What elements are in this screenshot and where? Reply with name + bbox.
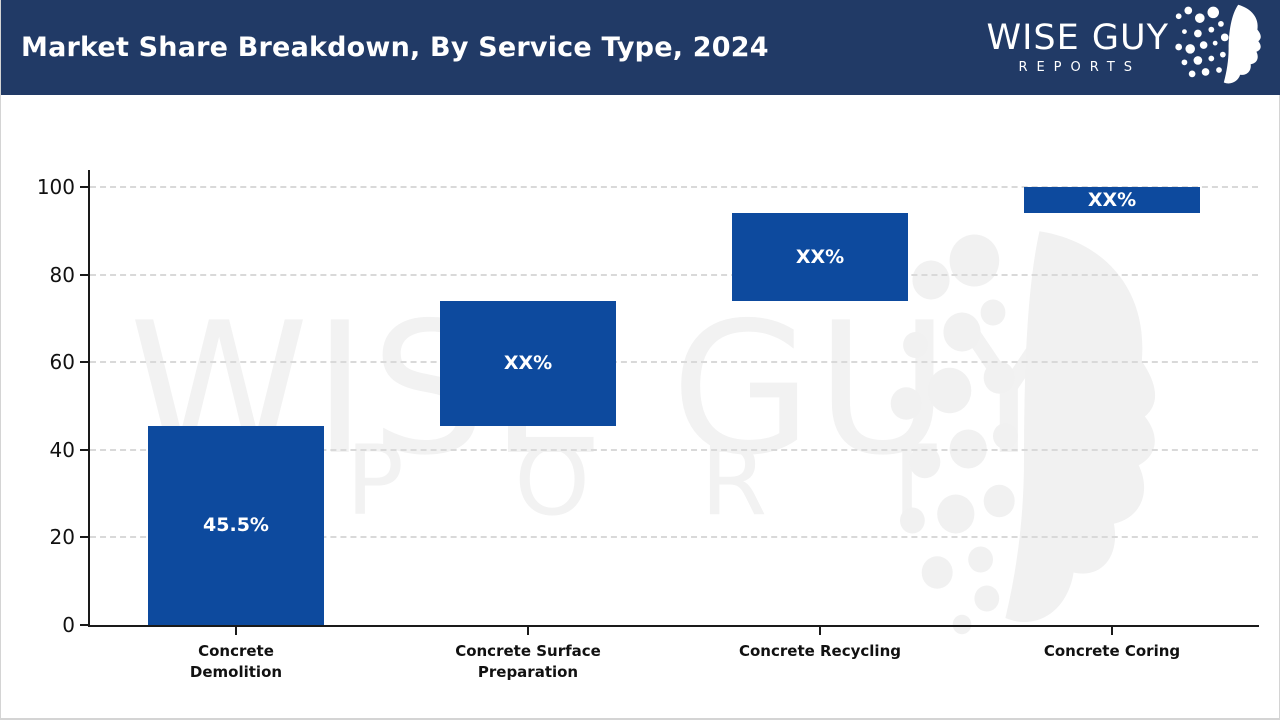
- x-category-label: Concrete Recycling: [705, 641, 935, 662]
- watermark-face-dots-icon: [869, 215, 1179, 674]
- gridline-60: [90, 361, 1258, 364]
- bar: XX%: [1024, 187, 1200, 214]
- x-category-label: Concrete Demolition: [121, 641, 351, 683]
- bar: XX%: [732, 213, 908, 301]
- face-dots-logo-icon: [1171, 2, 1267, 94]
- gridline-100: [90, 186, 1258, 188]
- y-tick-label-40: 40: [49, 437, 75, 462]
- brand-logo-text: WISE GUY REPORTS: [986, 17, 1169, 75]
- x-category-label: Concrete Coring: [997, 641, 1227, 662]
- x-category-label-line: Concrete: [198, 642, 274, 660]
- y-tick-100: [80, 186, 88, 188]
- brand-subname: REPORTS: [1018, 59, 1142, 75]
- bar: XX%: [440, 300, 616, 426]
- x-category-label-line: Concrete Recycling: [738, 642, 901, 660]
- chart-plot-area: WISE GUY P O R T S 0 20 40 60 80 100 45.5% Conc…: [1, 95, 1280, 720]
- header-banner: Market Share Breakdown, By Service Type,…: [1, 0, 1280, 95]
- x-category-label-line: Concrete Surface: [455, 642, 601, 660]
- y-tick-80: [80, 273, 88, 276]
- gridline-80: [90, 273, 1258, 276]
- bar-label: XX%: [1087, 188, 1137, 211]
- x-tick-0: [235, 627, 237, 635]
- x-category-label: Concrete Surface Preparation: [413, 641, 643, 683]
- y-tick-20: [80, 536, 88, 539]
- bar: 45.5%: [148, 425, 324, 625]
- x-tick-2: [819, 627, 821, 635]
- gridline-20: [90, 536, 1258, 539]
- page-title: Market Share Breakdown, By Service Type,…: [21, 32, 769, 63]
- x-tick-3: [1111, 627, 1113, 635]
- x-category-label-line: Demolition: [189, 663, 283, 681]
- y-tick-label-60: 60: [49, 350, 75, 375]
- x-axis: [88, 625, 1259, 627]
- bar-label: XX%: [795, 245, 845, 268]
- brand-logo: WISE GUY REPORTS: [986, 2, 1267, 94]
- y-tick-0: [80, 624, 88, 626]
- brand-name: WISE GUY: [986, 17, 1169, 58]
- y-tick-label-0: 0: [62, 613, 75, 637]
- y-tick-label-100: 100: [36, 175, 75, 199]
- bar-label: XX%: [503, 351, 553, 374]
- y-tick-40: [80, 448, 88, 451]
- bar-label: 45.5%: [203, 513, 269, 536]
- x-category-label-line: Concrete Coring: [1043, 642, 1181, 660]
- y-axis: [88, 170, 90, 627]
- y-tick-label-80: 80: [49, 262, 75, 287]
- y-tick-label-20: 20: [49, 525, 75, 550]
- x-category-label-line: Preparation: [477, 663, 579, 681]
- y-tick-60: [80, 361, 88, 364]
- gridline-40: [90, 448, 1258, 451]
- x-tick-1: [527, 627, 529, 635]
